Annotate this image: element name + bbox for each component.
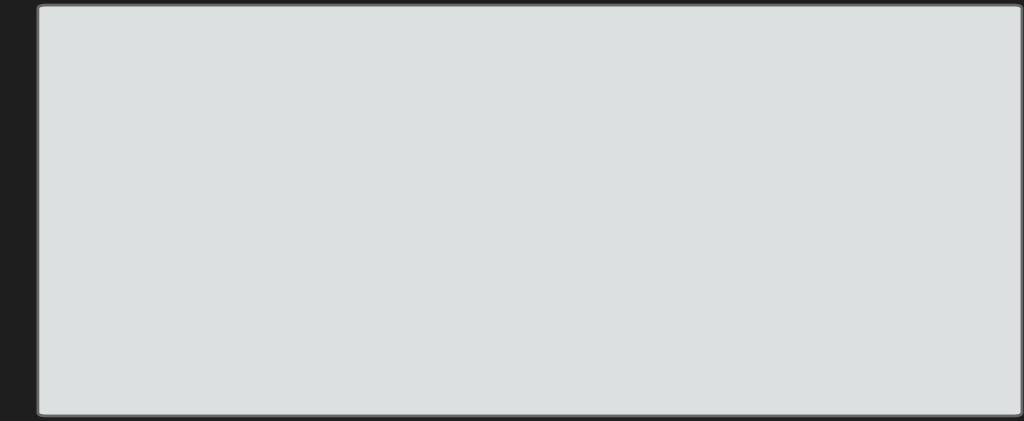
Text: (4)  $4R/3\pi$: (4) $4R/3\pi$ [371, 208, 466, 230]
Text: mass$|$Area: mass$|$Area [475, 266, 550, 284]
Text: (1)  $2\pi/\pi$: (1) $2\pi/\pi$ [109, 142, 190, 164]
Text: y: y [212, 247, 220, 261]
Text: Find the location of COM of semi-circular disc from: Find the location of COM of semi-circula… [104, 24, 632, 43]
Text: $\Rightarrow)\;\dfrac{2M}{\pi R^2}$: $\Rightarrow)\;\dfrac{2M}{\pi R^2}$ [380, 328, 439, 363]
Text: $:$: $:$ [913, 172, 924, 190]
Text: x: x [423, 357, 431, 371]
Text: (3)  $2\pi/3\pi$: (3) $2\pi/3\pi$ [109, 208, 202, 230]
Text: $\frac{2M}{R^2}$: $\frac{2M}{R^2}$ [813, 107, 833, 137]
Text: $\dfrac{M}{\pi R^2/2}$: $\dfrac{M}{\pi R^2/2}$ [380, 257, 425, 293]
Text: $=$: $=$ [642, 171, 664, 190]
Wedge shape [142, 316, 266, 341]
Wedge shape [76, 289, 333, 341]
Text: $\int y\,dm$: $\int y\,dm$ [527, 115, 589, 145]
Text: $\frac{2M}{R^2}$: $\frac{2M}{R^2}$ [795, 227, 814, 256]
Text: $=\;\dfrac{2}{\pi}$: $=\;\dfrac{2}{\pi}$ [915, 317, 956, 350]
Text: its centre. (R is the radius): its centre. (R is the radius) [104, 75, 378, 94]
Text: $\int r\,dr$: $\int r\,dr$ [671, 228, 713, 255]
Text: $\int dm$: $\int dm$ [529, 215, 577, 245]
Text: $\int\!\frac{2r}{\pi}\;r\,dr$: $\int\!\frac{2r}{\pi}\;r\,dr$ [671, 109, 729, 136]
Text: (2)  $4R/\pi$: (2) $4R/\pi$ [371, 142, 454, 164]
